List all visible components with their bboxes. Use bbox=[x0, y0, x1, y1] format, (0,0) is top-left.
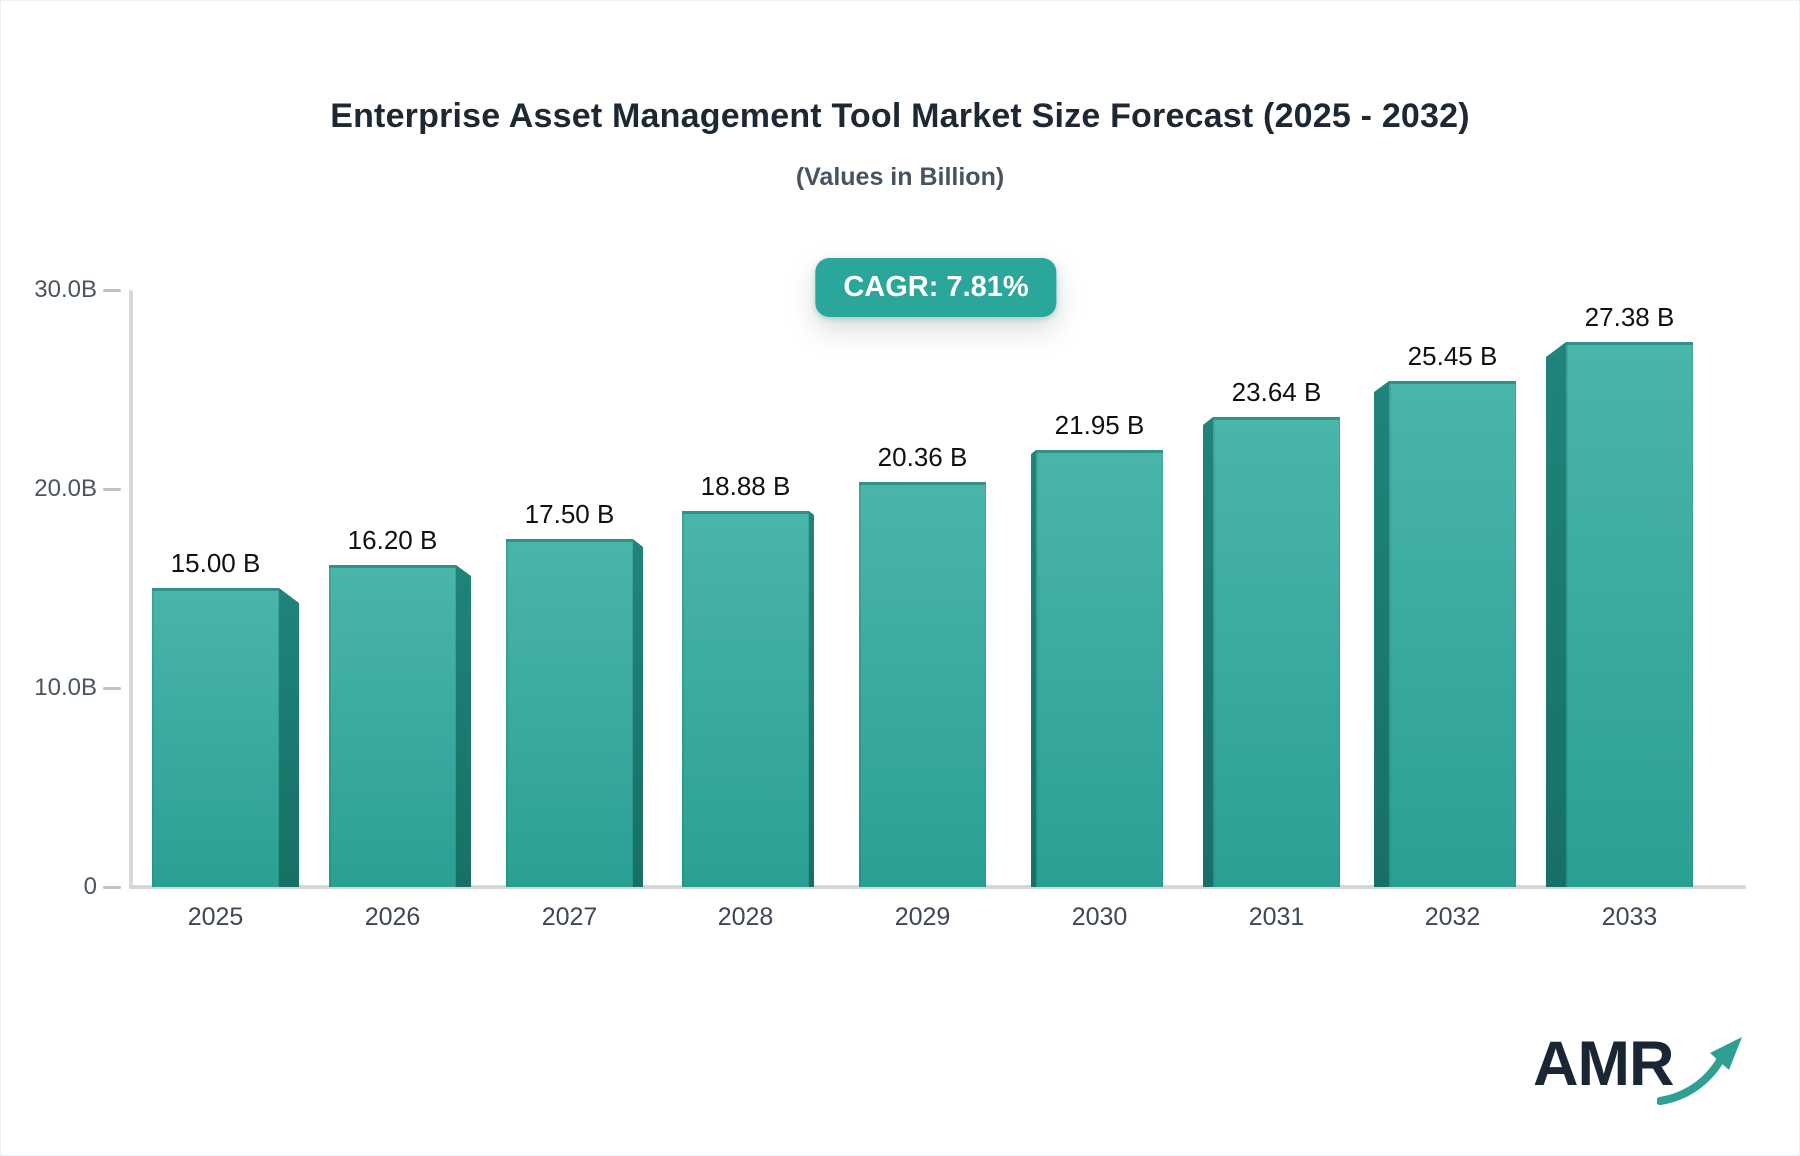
y-axis-tick-label: 20.0B bbox=[34, 475, 97, 502]
bar-side-face bbox=[1546, 342, 1566, 887]
x-axis bbox=[129, 885, 1746, 889]
bar-value-label: 21.95 B bbox=[1054, 410, 1145, 440]
growth-arrow-icon bbox=[1657, 1037, 1743, 1105]
bar-side-face bbox=[633, 539, 643, 887]
bar bbox=[1036, 450, 1163, 887]
bar bbox=[329, 565, 456, 887]
bar-value-label: 23.64 B bbox=[1231, 377, 1322, 407]
bar-side-face bbox=[809, 511, 814, 887]
amr-logo-text: AMR bbox=[1533, 1029, 1674, 1099]
bar-value-label: 15.00 B bbox=[170, 548, 261, 578]
cagr-badge: CAGR: 7.81% bbox=[815, 258, 1057, 317]
amr-logo: AMR bbox=[1533, 1033, 1749, 1109]
bar-value-label: 17.50 B bbox=[524, 499, 615, 529]
chart-title: Enterprise Asset Management Tool Market … bbox=[330, 97, 1470, 135]
bar-value-label: 20.36 B bbox=[877, 442, 968, 472]
bar-side-face bbox=[1374, 381, 1389, 887]
bar bbox=[1213, 417, 1340, 887]
y-axis bbox=[129, 290, 133, 889]
x-axis-label: 2027 bbox=[541, 903, 598, 931]
bar-side-face bbox=[279, 588, 299, 887]
bar-value-label: 25.45 B bbox=[1407, 341, 1498, 371]
bar bbox=[682, 511, 809, 887]
bar-value-label: 18.88 B bbox=[700, 471, 791, 501]
bar bbox=[859, 482, 986, 887]
bar-side-face bbox=[1203, 417, 1213, 887]
x-axis-label: 2026 bbox=[364, 903, 421, 931]
bar-value-label: 16.20 B bbox=[347, 525, 438, 555]
bar bbox=[1389, 381, 1516, 887]
bar-side-face bbox=[1031, 450, 1036, 887]
y-axis-tick bbox=[103, 886, 121, 889]
y-axis-tick bbox=[103, 488, 121, 491]
x-axis-label: 2032 bbox=[1424, 903, 1481, 931]
y-axis-tick bbox=[103, 687, 121, 690]
x-axis-label: 2025 bbox=[187, 903, 244, 931]
x-axis-label: 2028 bbox=[717, 903, 774, 931]
y-axis-tick bbox=[103, 289, 121, 292]
x-axis-label: 2031 bbox=[1248, 903, 1305, 931]
y-axis-tick-label: 0 bbox=[83, 873, 97, 900]
y-axis-tick-label: 30.0B bbox=[34, 276, 97, 303]
bar bbox=[506, 539, 633, 887]
bar-side-face bbox=[456, 565, 471, 887]
y-axis-tick-label: 10.0B bbox=[34, 674, 97, 701]
x-axis-label: 2029 bbox=[894, 903, 951, 931]
x-axis-label: 2030 bbox=[1071, 903, 1128, 931]
bar bbox=[152, 588, 279, 887]
bar bbox=[1566, 342, 1693, 887]
bar-value-label: 27.38 B bbox=[1584, 302, 1675, 332]
x-axis-label: 2033 bbox=[1601, 903, 1658, 931]
chart-subtitle: (Values in Billion) bbox=[795, 163, 1005, 191]
